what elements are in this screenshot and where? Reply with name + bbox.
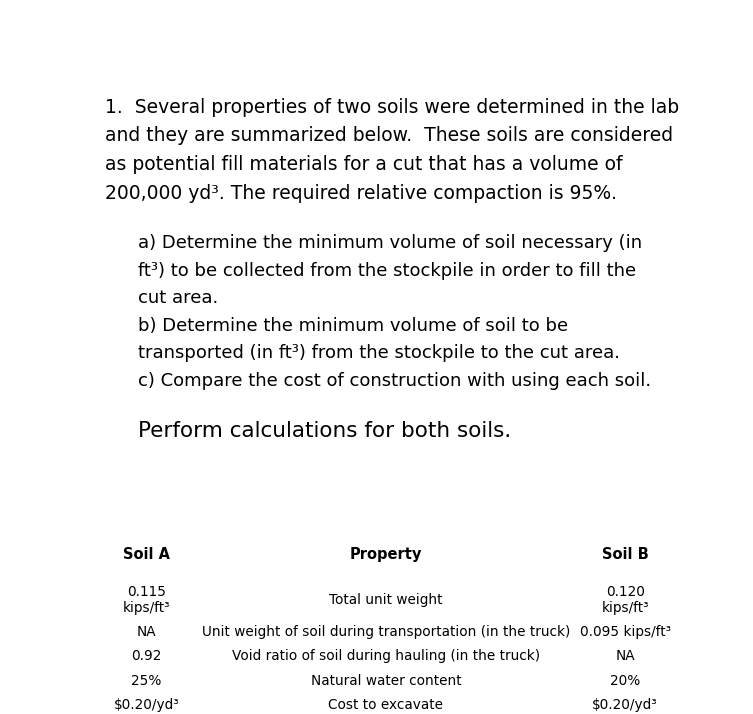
- Text: Natural water content: Natural water content: [310, 673, 462, 688]
- Text: 0.115
kips/ft³: 0.115 kips/ft³: [123, 585, 170, 615]
- Text: 0.120
kips/ft³: 0.120 kips/ft³: [602, 585, 649, 615]
- Text: Property: Property: [349, 548, 422, 563]
- Text: Unit weight of soil during transportation (in the truck): Unit weight of soil during transportatio…: [202, 625, 570, 639]
- Text: Void ratio of soil during hauling (in the truck): Void ratio of soil during hauling (in th…: [232, 649, 540, 663]
- Text: and they are summarized below.  These soils are considered: and they are summarized below. These soi…: [105, 126, 672, 146]
- Text: 20%: 20%: [610, 673, 640, 688]
- Text: cut area.: cut area.: [138, 289, 218, 307]
- Text: as potential fill materials for a cut that has a volume of: as potential fill materials for a cut th…: [105, 155, 622, 174]
- Text: Perform calculations for both soils.: Perform calculations for both soils.: [138, 421, 511, 441]
- Text: Soil B: Soil B: [602, 548, 648, 563]
- Text: 25%: 25%: [132, 673, 162, 688]
- Text: 0.92: 0.92: [132, 649, 162, 663]
- Text: Soil A: Soil A: [123, 548, 170, 563]
- Text: 0.095 kips/ft³: 0.095 kips/ft³: [580, 625, 671, 639]
- Text: 1.  Several properties of two soils were determined in the lab: 1. Several properties of two soils were …: [105, 98, 678, 117]
- Text: $0.20/yd³: $0.20/yd³: [114, 698, 179, 712]
- Text: transported (in ft³) from the stockpile to the cut area.: transported (in ft³) from the stockpile …: [138, 344, 620, 362]
- Text: 200,000 yd³. The required relative compaction is 95%.: 200,000 yd³. The required relative compa…: [105, 183, 617, 203]
- Text: Cost to excavate: Cost to excavate: [328, 698, 444, 712]
- Text: $0.20/yd³: $0.20/yd³: [593, 698, 658, 712]
- Text: a) Determine the minimum volume of soil necessary (in: a) Determine the minimum volume of soil …: [138, 234, 642, 252]
- Text: NA: NA: [137, 625, 157, 639]
- Text: b) Determine the minimum volume of soil to be: b) Determine the minimum volume of soil …: [138, 316, 568, 335]
- Text: Total unit weight: Total unit weight: [329, 593, 443, 608]
- Text: ft³) to be collected from the stockpile in order to fill the: ft³) to be collected from the stockpile …: [138, 261, 636, 280]
- Text: NA: NA: [615, 649, 635, 663]
- Text: c) Compare the cost of construction with using each soil.: c) Compare the cost of construction with…: [138, 371, 651, 390]
